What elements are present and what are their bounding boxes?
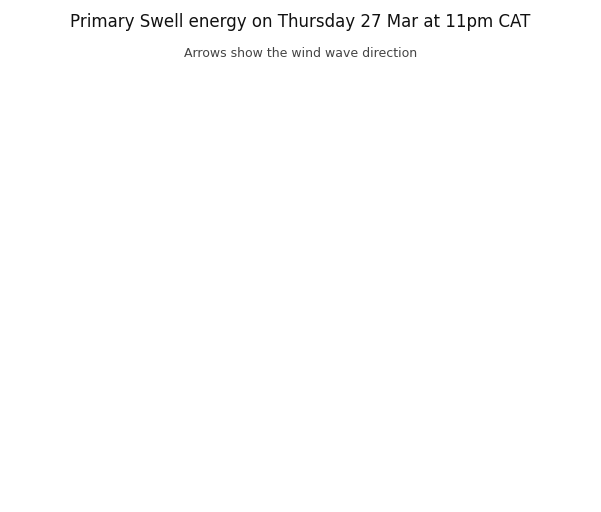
Text: Primary Swell energy on Thursday 27 Mar at 11pm CAT: Primary Swell energy on Thursday 27 Mar …	[70, 13, 531, 31]
Text: Arrows show the wind wave direction: Arrows show the wind wave direction	[184, 47, 417, 59]
Text: cartopy not available: cartopy not available	[227, 282, 374, 296]
